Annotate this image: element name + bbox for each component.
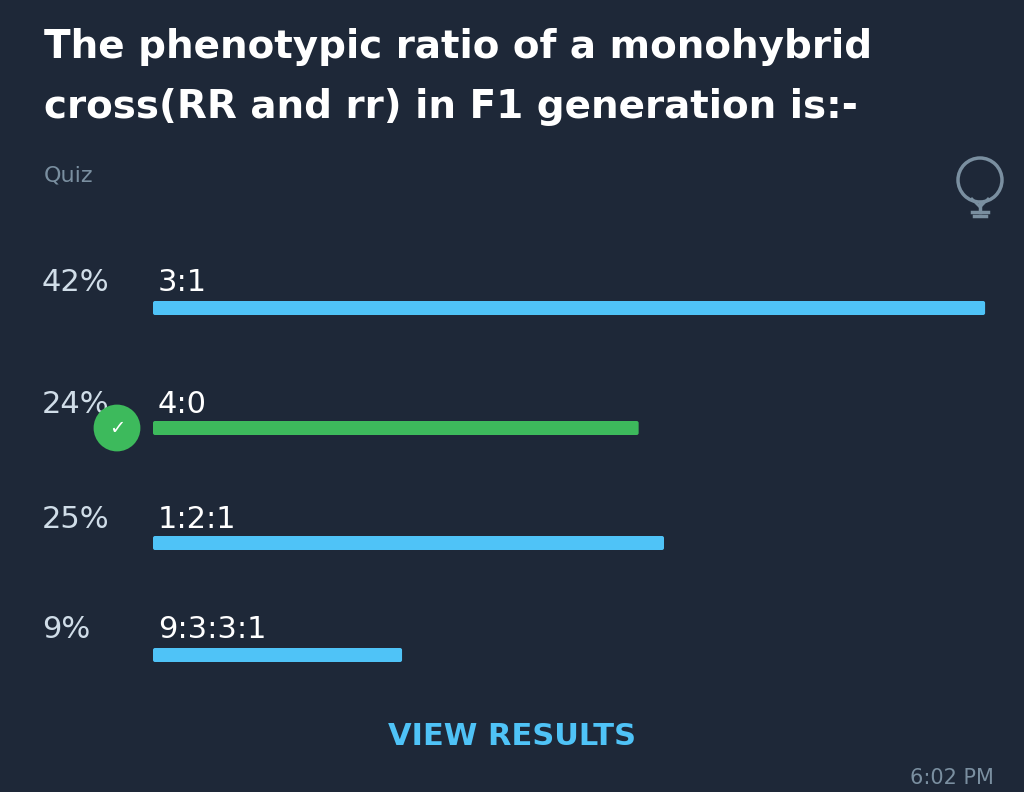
FancyBboxPatch shape	[153, 536, 664, 550]
Text: 9:3:3:1: 9:3:3:1	[158, 615, 266, 644]
Text: VIEW RESULTS: VIEW RESULTS	[388, 722, 636, 751]
Text: 9%: 9%	[42, 615, 90, 644]
Text: 1:2:1: 1:2:1	[158, 505, 237, 534]
Circle shape	[95, 406, 139, 450]
Text: Quiz: Quiz	[44, 165, 93, 185]
Text: 4:0: 4:0	[158, 390, 207, 419]
Text: The phenotypic ratio of a monohybrid: The phenotypic ratio of a monohybrid	[44, 28, 872, 66]
Text: 3:1: 3:1	[158, 268, 207, 297]
Text: ✓: ✓	[109, 418, 125, 437]
Text: 25%: 25%	[42, 505, 110, 534]
Text: 42%: 42%	[42, 268, 110, 297]
Text: 6:02 PM: 6:02 PM	[910, 768, 994, 788]
FancyBboxPatch shape	[153, 648, 402, 662]
Text: cross(RR and rr) in F1 generation is:-: cross(RR and rr) in F1 generation is:-	[44, 88, 858, 126]
FancyBboxPatch shape	[153, 301, 985, 315]
Text: 24%: 24%	[42, 390, 110, 419]
FancyBboxPatch shape	[153, 421, 639, 435]
